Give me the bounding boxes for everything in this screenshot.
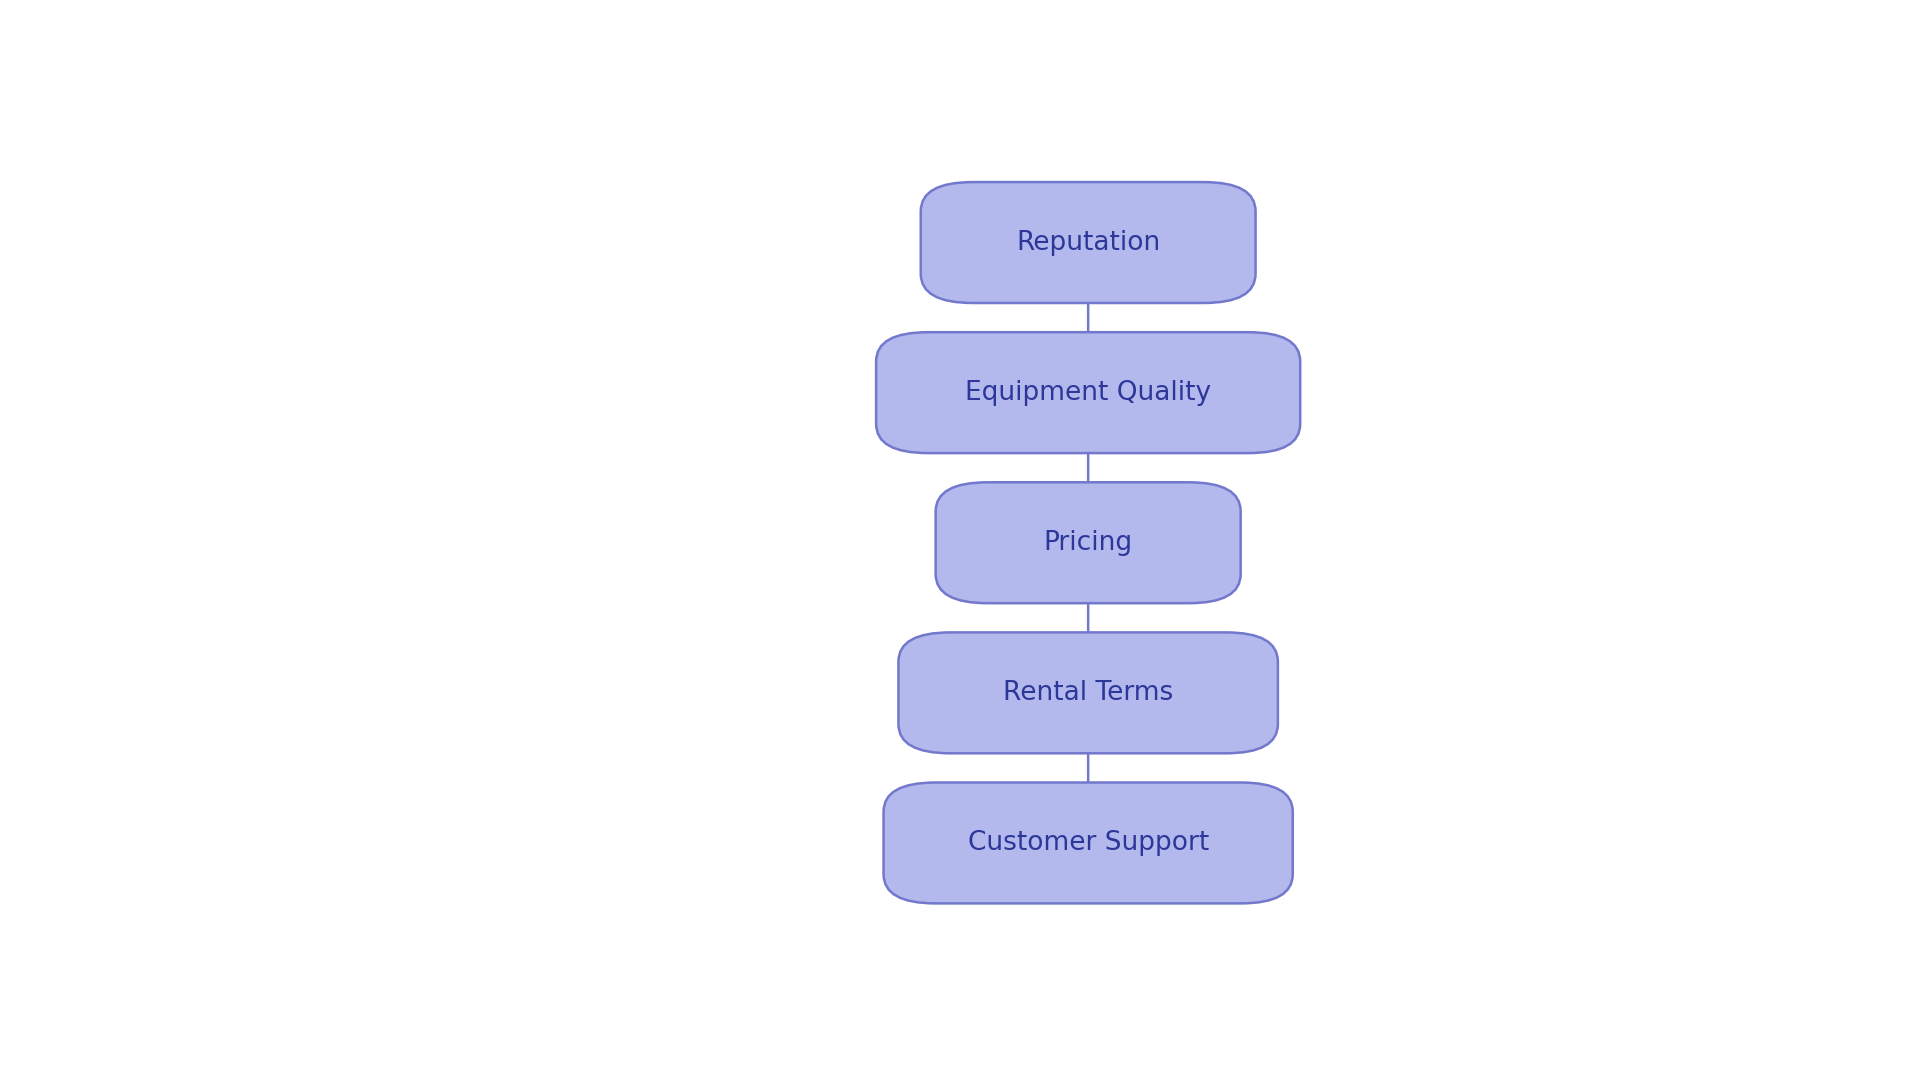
Text: Customer Support: Customer Support — [968, 830, 1210, 856]
FancyBboxPatch shape — [876, 332, 1300, 453]
Text: Equipment Quality: Equipment Quality — [966, 380, 1212, 406]
Text: Pricing: Pricing — [1044, 530, 1133, 556]
FancyBboxPatch shape — [883, 783, 1292, 903]
FancyBboxPatch shape — [922, 182, 1256, 303]
FancyBboxPatch shape — [935, 482, 1240, 603]
Text: Reputation: Reputation — [1016, 230, 1160, 256]
FancyBboxPatch shape — [899, 632, 1279, 754]
Text: Rental Terms: Rental Terms — [1002, 680, 1173, 706]
